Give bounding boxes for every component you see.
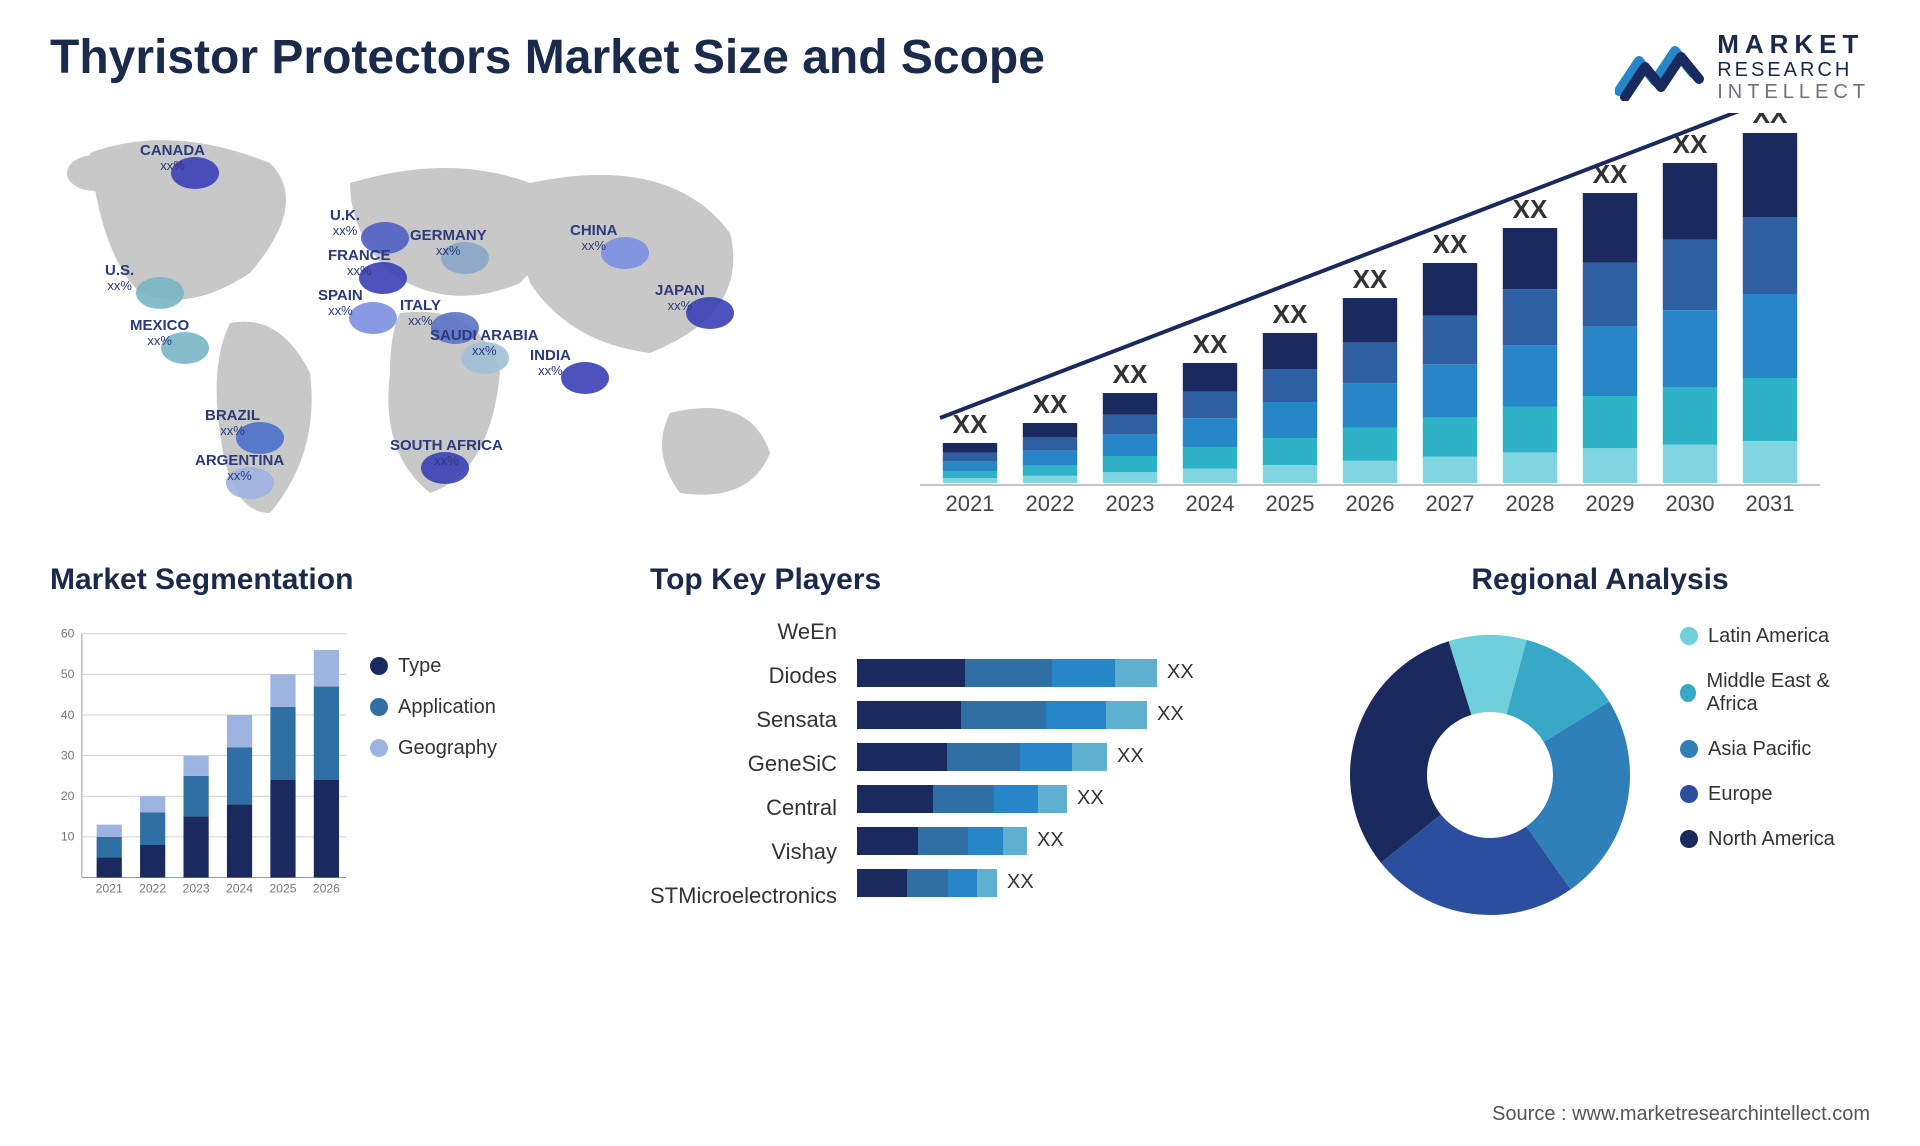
player-name: WeEn <box>778 619 838 645</box>
regional-legend-item: Latin America <box>1680 625 1870 648</box>
player-name: Diodes <box>769 663 837 689</box>
svg-text:2026: 2026 <box>1346 491 1395 516</box>
player-bar-row: XX <box>857 785 1290 813</box>
logo-line1: MARKET <box>1717 30 1870 59</box>
svg-text:2028: 2028 <box>1506 491 1555 516</box>
svg-text:2026: 2026 <box>313 881 340 895</box>
map-country-label: SPAINxx% <box>318 288 363 319</box>
map-country-label: U.S.xx% <box>105 263 134 294</box>
regional-legend-item: Europe <box>1680 783 1870 806</box>
logo-line3: INTELLECT <box>1717 81 1870 103</box>
brand-logo: MARKET RESEARCH INTELLECT <box>1615 30 1870 103</box>
segmentation-legend-item: Application <box>370 696 497 719</box>
svg-text:XX: XX <box>1433 229 1468 259</box>
players-title: Top Key Players <box>650 563 1290 597</box>
player-bar-row: XX <box>857 827 1290 855</box>
segmentation-legend-item: Geography <box>370 737 497 760</box>
svg-text:2022: 2022 <box>139 881 166 895</box>
segmentation-title: Market Segmentation <box>50 563 610 597</box>
svg-text:2021: 2021 <box>946 491 995 516</box>
svg-text:XX: XX <box>1513 194 1548 224</box>
player-name: Vishay <box>771 839 837 865</box>
svg-text:2030: 2030 <box>1666 491 1715 516</box>
map-country-label: JAPANxx% <box>655 283 705 314</box>
map-country-label: CHINAxx% <box>570 223 618 254</box>
regional-legend: Latin America Middle East & Africa Asia Pa… <box>1680 615 1870 935</box>
map-country-label: U.K.xx% <box>330 208 360 239</box>
svg-text:2029: 2029 <box>1586 491 1635 516</box>
svg-text:10: 10 <box>61 829 75 843</box>
growth-bar-chart: XX 2021 XX 2022 XX 2023 XX 2024 XX 2025 XX 2026 XX 20… <box>870 113 1870 533</box>
svg-text:30: 30 <box>61 748 75 762</box>
regional-legend-item: Asia Pacific <box>1680 738 1870 761</box>
players-bars-column: XX XX XX XX XX XX <box>857 615 1290 897</box>
player-name: Sensata <box>756 707 837 733</box>
svg-text:2031: 2031 <box>1746 491 1795 516</box>
player-bar-row: XX <box>857 869 1290 897</box>
map-country-label: SOUTH AFRICAxx% <box>390 438 503 469</box>
map-country-label: CANADAxx% <box>140 143 205 174</box>
svg-text:2021: 2021 <box>96 881 123 895</box>
svg-text:60: 60 <box>61 626 75 640</box>
segmentation-chart: 10 20 30 40 50 60 2021 2022 2023 2024 2025 2026 <box>50 615 350 915</box>
regional-legend-item: Middle East & Africa <box>1680 670 1870 716</box>
map-country-label: BRAZILxx% <box>205 408 260 439</box>
segmentation-legend: Type Application Geography <box>370 615 497 915</box>
regional-donut-chart <box>1330 615 1650 935</box>
source-attribution: Source : www.marketresearchintellect.com <box>1492 1103 1870 1126</box>
logo-line2: RESEARCH <box>1717 59 1870 81</box>
svg-text:2022: 2022 <box>1026 491 1075 516</box>
map-country-label: SAUDI ARABIAxx% <box>430 328 539 359</box>
player-bar-row: XX <box>857 659 1290 687</box>
svg-text:XX: XX <box>953 409 988 439</box>
svg-text:50: 50 <box>61 667 75 681</box>
svg-text:2023: 2023 <box>183 881 210 895</box>
svg-text:2024: 2024 <box>1186 491 1235 516</box>
svg-text:XX: XX <box>1193 329 1228 359</box>
svg-text:2025: 2025 <box>269 881 296 895</box>
player-name: Central <box>766 795 837 821</box>
svg-text:40: 40 <box>61 707 75 721</box>
player-name: STMicroelectronics <box>650 883 837 909</box>
player-name: GeneSiC <box>748 751 837 777</box>
players-name-column: WeEn Diodes Sensata GeneSiC Central Vishay STM… <box>650 615 837 909</box>
player-bar-row: XX <box>857 701 1290 729</box>
segmentation-legend-item: Type <box>370 655 497 678</box>
svg-text:XX: XX <box>1113 359 1148 389</box>
svg-text:2025: 2025 <box>1266 491 1315 516</box>
world-map: CANADAxx% U.S.xx% MEXICOxx% BRAZILxx% ARGENT… <box>50 113 810 533</box>
logo-mark-icon <box>1615 31 1705 101</box>
page-title: Thyristor Protectors Market Size and Sco… <box>50 30 1045 85</box>
map-country-label: INDIAxx% <box>530 348 571 379</box>
regional-legend-item: North America <box>1680 828 1870 851</box>
svg-text:XX: XX <box>1353 264 1388 294</box>
map-country-label: ITALYxx% <box>400 298 441 329</box>
map-country-label: ARGENTINAxx% <box>195 453 284 484</box>
svg-text:2023: 2023 <box>1106 491 1155 516</box>
logo-text: MARKET RESEARCH INTELLECT <box>1717 30 1870 103</box>
player-bar-row: XX <box>857 743 1290 771</box>
svg-text:XX: XX <box>1273 299 1308 329</box>
map-country-label: MEXICOxx% <box>130 318 189 349</box>
map-country-label: FRANCExx% <box>328 248 391 279</box>
map-country-label: GERMANYxx% <box>410 228 487 259</box>
svg-text:2027: 2027 <box>1426 491 1475 516</box>
svg-text:XX: XX <box>1033 389 1068 419</box>
regional-title: Regional Analysis <box>1330 563 1870 597</box>
svg-text:XX: XX <box>1753 113 1788 129</box>
svg-text:2024: 2024 <box>226 881 253 895</box>
svg-text:20: 20 <box>61 789 75 803</box>
